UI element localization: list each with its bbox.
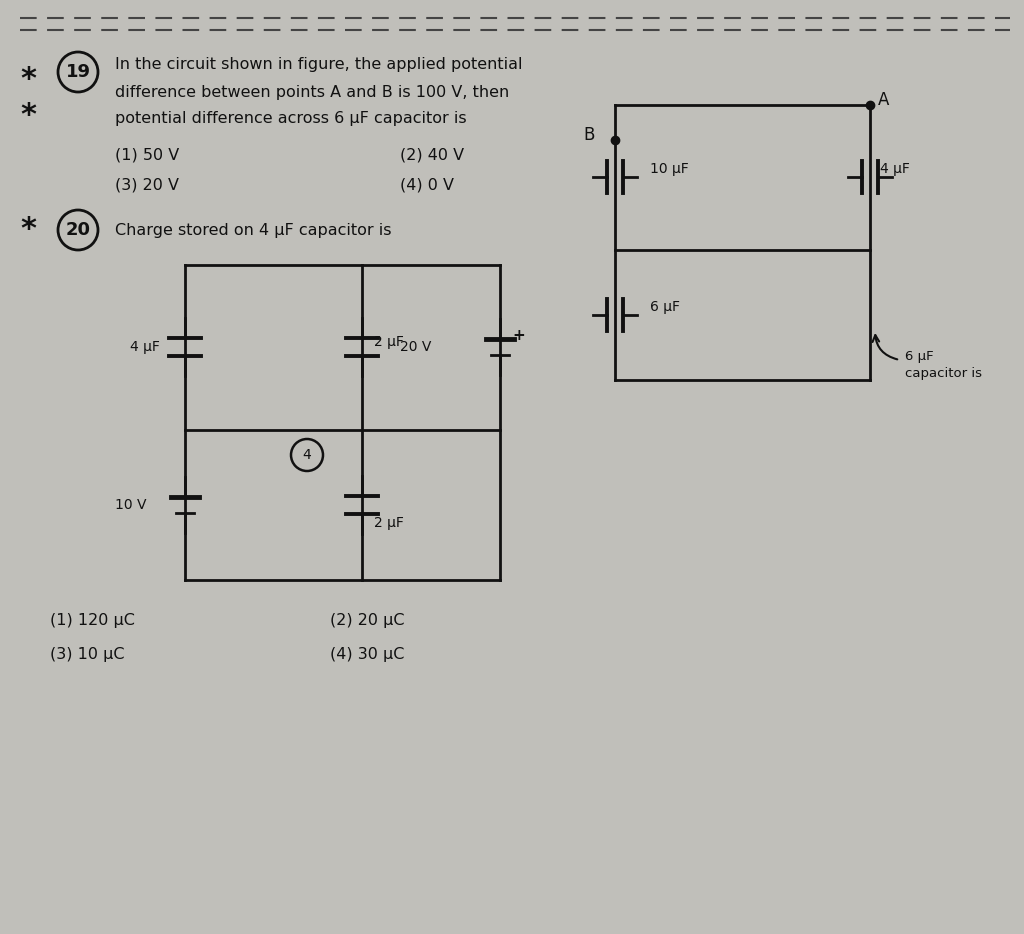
Text: B: B	[584, 126, 595, 144]
Text: In the circuit shown in figure, the applied potential: In the circuit shown in figure, the appl…	[115, 58, 522, 73]
Text: (3) 10 μC: (3) 10 μC	[50, 647, 125, 662]
Text: 6 μF: 6 μF	[650, 300, 680, 314]
FancyArrowPatch shape	[872, 335, 897, 360]
Text: A: A	[878, 91, 890, 109]
Text: difference between points A and B is 100 V, then: difference between points A and B is 100…	[115, 84, 509, 100]
Text: 10 V: 10 V	[115, 498, 146, 512]
Text: Charge stored on 4 μF capacitor is: Charge stored on 4 μF capacitor is	[115, 222, 391, 237]
Text: (4) 0 V: (4) 0 V	[400, 177, 454, 192]
Text: 10 μF: 10 μF	[650, 162, 689, 176]
Text: 2 μF: 2 μF	[374, 335, 403, 349]
Text: 4 μF: 4 μF	[130, 340, 160, 354]
Text: +: +	[512, 328, 524, 343]
Text: 6 μF
capacitor is: 6 μF capacitor is	[905, 350, 982, 380]
Text: *: *	[20, 65, 36, 94]
Text: 2 μF: 2 μF	[374, 516, 403, 530]
Text: 19: 19	[66, 63, 90, 81]
Text: 20: 20	[66, 221, 90, 239]
Text: (2) 20 μC: (2) 20 μC	[330, 613, 404, 628]
Text: 4: 4	[303, 448, 311, 462]
Text: *: *	[20, 216, 36, 245]
Text: 4 μF: 4 μF	[880, 162, 910, 176]
Text: (1) 120 μC: (1) 120 μC	[50, 613, 135, 628]
Text: *: *	[20, 101, 36, 130]
Text: (4) 30 μC: (4) 30 μC	[330, 647, 404, 662]
Text: potential difference across 6 μF capacitor is: potential difference across 6 μF capacit…	[115, 110, 467, 125]
Text: 20 V: 20 V	[400, 340, 431, 354]
Text: (3) 20 V: (3) 20 V	[115, 177, 179, 192]
Text: (2) 40 V: (2) 40 V	[400, 148, 464, 163]
Text: (1) 50 V: (1) 50 V	[115, 148, 179, 163]
